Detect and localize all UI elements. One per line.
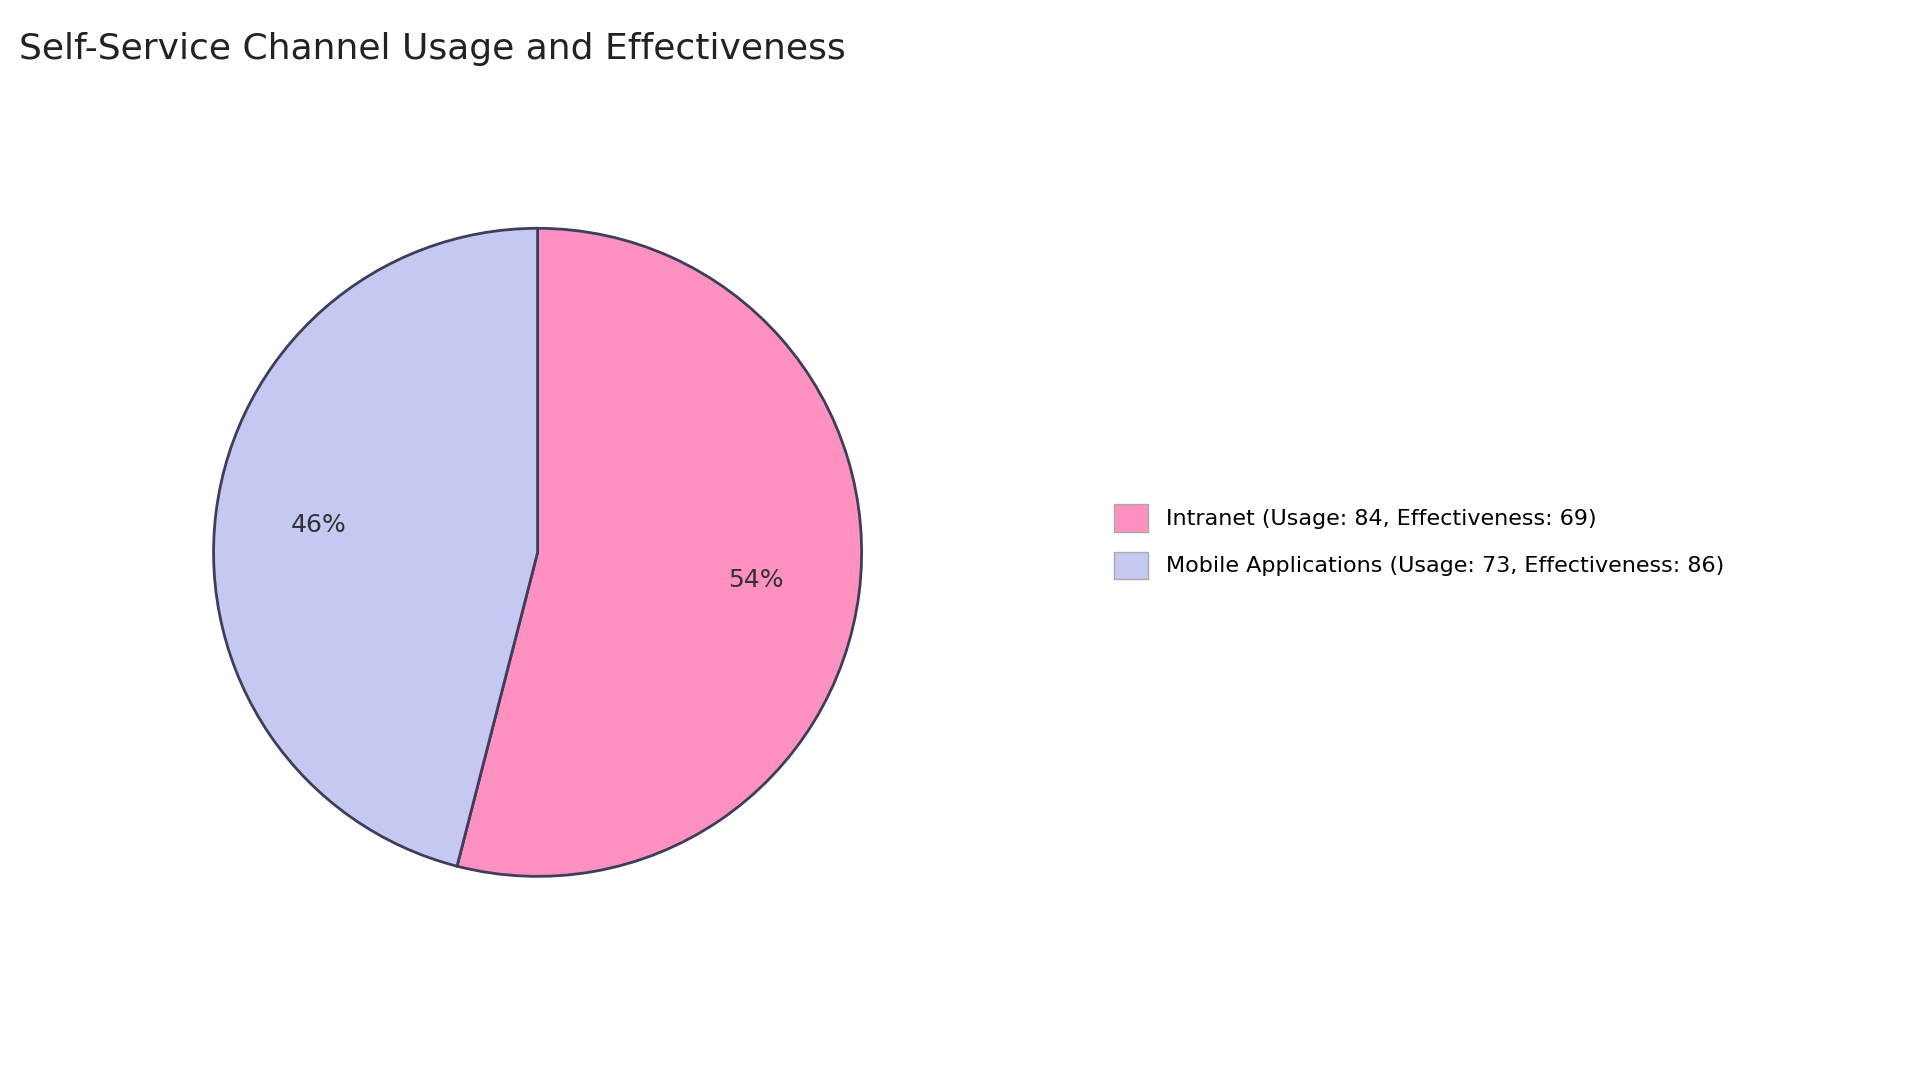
Text: 54%: 54% (728, 567, 783, 592)
Wedge shape (457, 229, 862, 876)
Text: Self-Service Channel Usage and Effectiveness: Self-Service Channel Usage and Effective… (19, 32, 847, 66)
Text: 46%: 46% (292, 512, 348, 537)
Wedge shape (213, 229, 538, 866)
Legend: Intranet (Usage: 84, Effectiveness: 69), Mobile Applications (Usage: 73, Effecti: Intranet (Usage: 84, Effectiveness: 69),… (1106, 496, 1732, 587)
